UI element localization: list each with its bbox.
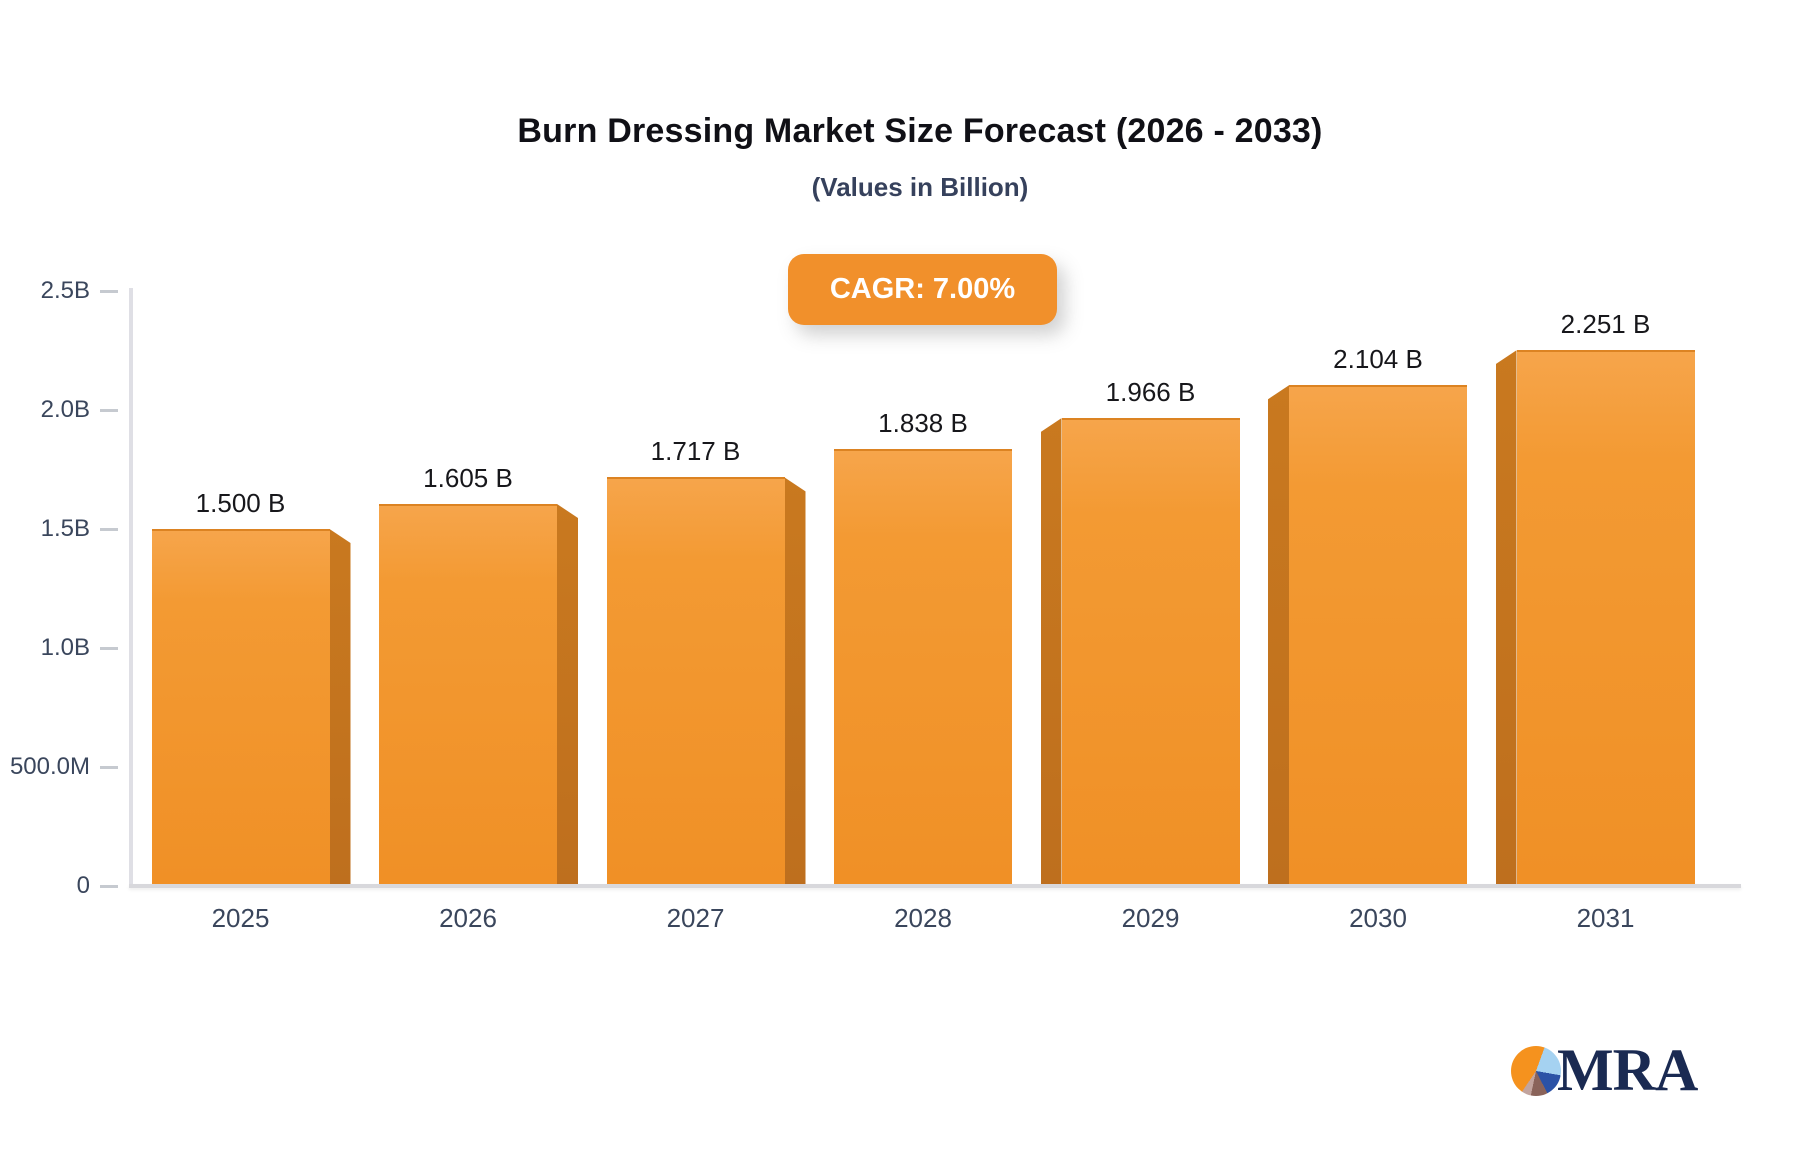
- bar-value-label: 1.966 B: [1105, 377, 1196, 408]
- y-tick-label: 1.0B: [40, 634, 90, 661]
- bar-2030: [1289, 385, 1467, 886]
- bar-2027: [606, 477, 785, 886]
- bar-2025: [151, 529, 330, 886]
- y-tick-dash: [100, 766, 118, 769]
- y-tick-label: 500.0M: [9, 753, 90, 780]
- logo-text: MRA: [1557, 1037, 1698, 1103]
- bar-value-label: 2.104 B: [1333, 344, 1423, 375]
- x-category-label: 2025: [211, 903, 270, 933]
- bar-value-label: 1.717 B: [650, 436, 741, 467]
- y-tick-label: 1.5B: [40, 515, 90, 542]
- bar-value-label: 1.838 B: [878, 407, 968, 438]
- y-tick-label: 0: [76, 872, 90, 899]
- y-tick-dash: [100, 885, 118, 888]
- bar-3d-side: [1495, 350, 1517, 886]
- bar-value-label: 1.500 B: [195, 488, 286, 518]
- x-category-label: 2026: [439, 903, 497, 933]
- y-tick-label: 2.5B: [40, 277, 90, 304]
- pie-chart-logo-icon: [1511, 1046, 1561, 1096]
- chart-title: Burn Dressing Market Size Forecast (2026…: [517, 112, 1323, 150]
- bar-3d-side: [1268, 385, 1289, 886]
- y-tick-dash: [100, 528, 118, 531]
- bar-3d-side: [329, 529, 351, 886]
- x-category-label: 2027: [666, 903, 725, 933]
- y-tick-dash: [100, 290, 118, 293]
- x-axis-baseline: [129, 884, 1741, 888]
- chart-subtitle: (Values in Billion): [811, 172, 1029, 202]
- x-category-label: 2028: [894, 903, 952, 933]
- y-tick-label: 2.0B: [40, 396, 90, 423]
- bar-value-label: 2.251 B: [1560, 309, 1651, 340]
- cagr-badge: CAGR: 7.00%: [788, 254, 1057, 325]
- x-category-label: 2031: [1576, 903, 1635, 933]
- bar-2028: [834, 448, 1012, 886]
- bar-3d-side: [784, 477, 806, 886]
- y-tick-dash: [100, 647, 118, 650]
- x-category-label: 2029: [1121, 903, 1180, 933]
- bar-3d-side: [1040, 418, 1062, 886]
- y-tick-dash: [100, 409, 118, 412]
- mra-logo: MRA: [1511, 1037, 1698, 1103]
- bar-2031: [1516, 350, 1695, 886]
- x-category-label: 2030: [1349, 903, 1407, 933]
- bar-2029: [1061, 418, 1240, 886]
- y-axis-line: [129, 288, 133, 888]
- bar-3d-side: [557, 504, 578, 886]
- bar-value-label: 1.605 B: [423, 463, 513, 493]
- bar-2026: [379, 504, 557, 886]
- cagr-badge-label: CAGR: 7.00%: [829, 273, 1016, 305]
